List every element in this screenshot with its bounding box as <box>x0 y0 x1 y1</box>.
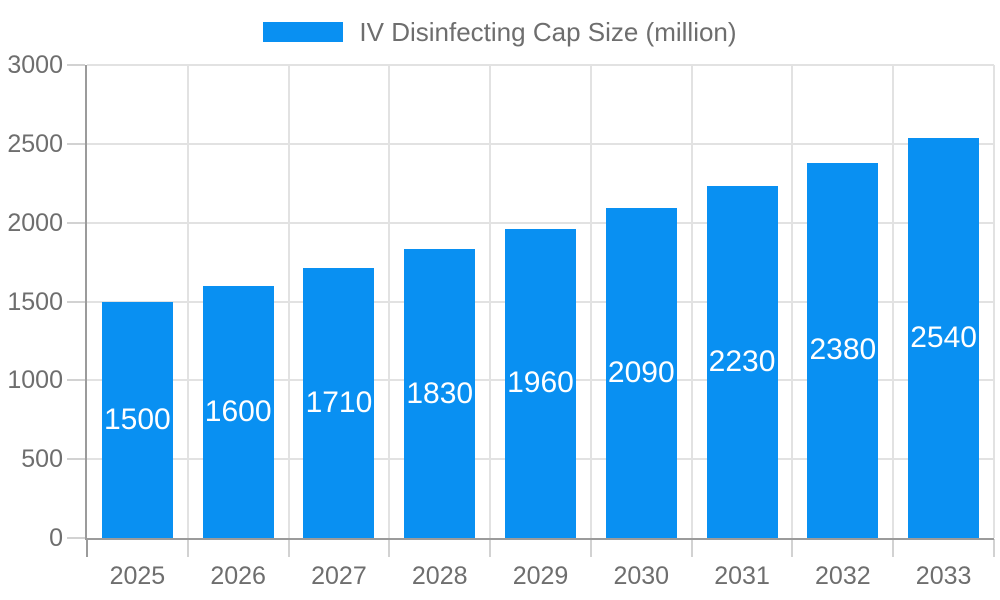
v-gridline <box>993 65 995 538</box>
bar-2028[interactable] <box>404 249 476 538</box>
v-gridline <box>589 65 592 538</box>
x-axis-tick <box>993 539 995 557</box>
bar-2032[interactable] <box>807 162 879 538</box>
legend-swatch <box>263 22 344 42</box>
bar-2025[interactable] <box>101 301 173 538</box>
y-axis-tick <box>67 537 85 539</box>
v-gridline <box>388 65 391 538</box>
y-axis-label: 1000 <box>7 366 63 395</box>
y-axis-label: 3000 <box>7 51 63 79</box>
bar-2026[interactable] <box>202 285 274 538</box>
x-axis-line <box>85 538 994 540</box>
y-axis-tick <box>67 379 85 382</box>
legend-item[interactable]: IV Disinfecting Cap Size (million) <box>263 12 737 52</box>
x-axis-tick <box>489 539 492 557</box>
y-axis-label: 2000 <box>7 208 63 237</box>
bar-2030[interactable] <box>605 208 677 538</box>
x-axis-tick <box>86 539 88 557</box>
y-axis-tick <box>67 142 85 145</box>
x-axis-label: 2031 <box>714 562 770 590</box>
y-axis-label: 2500 <box>7 129 63 158</box>
x-axis-label: 2026 <box>210 562 266 590</box>
x-axis-label: 2025 <box>109 562 166 590</box>
bar-2029[interactable] <box>505 228 576 538</box>
legend: IV Disinfecting Cap Size (million) <box>0 12 1000 52</box>
x-axis-tick <box>589 539 592 557</box>
y-axis-tick <box>67 300 85 303</box>
x-axis-label: 2029 <box>512 562 569 590</box>
x-axis-tick <box>791 539 794 557</box>
legend-label: IV Disinfecting Cap Size (million) <box>359 17 737 47</box>
bar-2027[interactable] <box>303 268 375 538</box>
v-gridline <box>791 65 794 538</box>
y-axis-label: 1500 <box>7 287 63 316</box>
y-axis-label: 500 <box>21 445 63 474</box>
h-gridline <box>87 64 994 66</box>
x-axis-tick <box>892 539 895 557</box>
x-axis-label: 2028 <box>411 562 468 590</box>
x-axis-tick <box>287 539 290 557</box>
v-gridline <box>892 65 895 538</box>
bar-2033[interactable] <box>908 137 980 538</box>
x-axis-tick <box>388 539 391 557</box>
h-gridline <box>87 221 994 224</box>
y-axis-line <box>85 65 87 540</box>
x-axis-label: 2030 <box>613 562 670 590</box>
x-axis-tick <box>690 539 693 557</box>
v-gridline <box>287 65 290 538</box>
y-axis-label: 0 <box>49 524 63 552</box>
v-gridline <box>186 65 189 538</box>
h-gridline <box>87 142 994 145</box>
x-axis-tick <box>186 539 189 557</box>
bar-2031[interactable] <box>706 186 778 538</box>
y-axis-tick <box>67 64 85 66</box>
x-axis-label: 2027 <box>311 562 367 590</box>
y-axis-tick <box>67 458 85 461</box>
x-axis-label: 2032 <box>815 562 871 590</box>
v-gridline <box>489 65 492 538</box>
x-axis-label: 2033 <box>915 562 972 590</box>
v-gridline <box>690 65 693 538</box>
y-axis-tick <box>67 221 85 224</box>
